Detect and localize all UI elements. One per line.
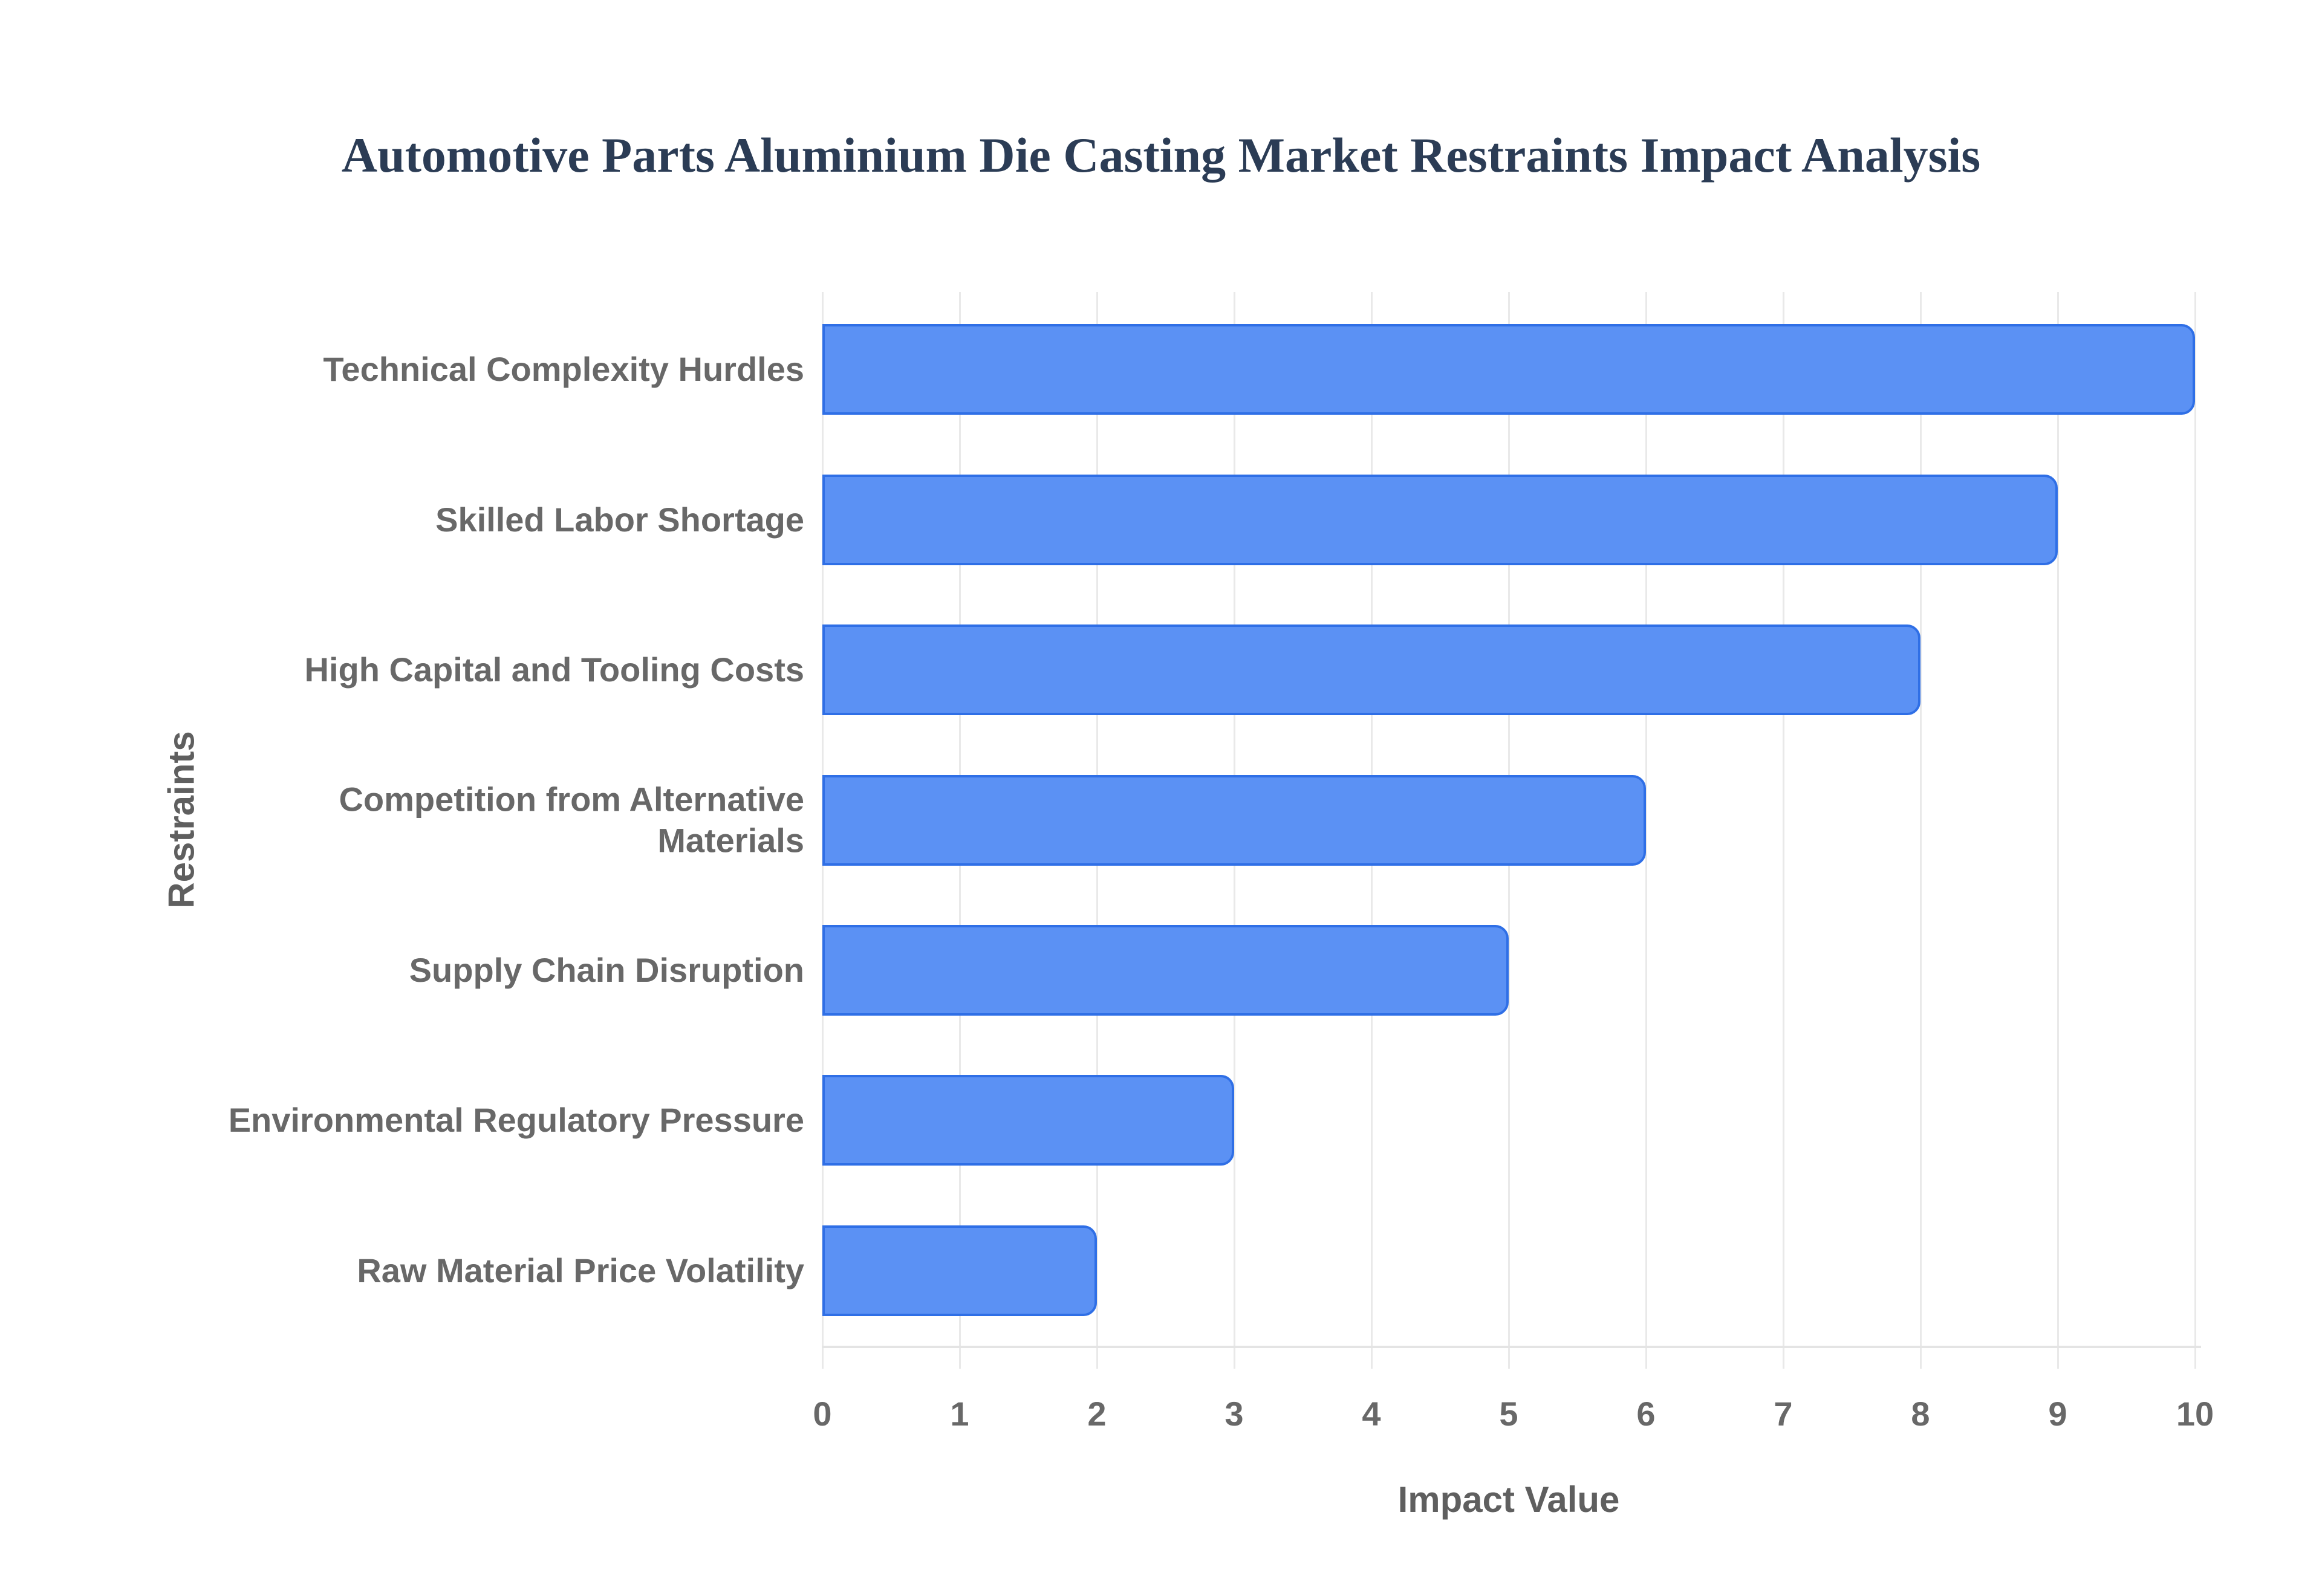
- x-axis-line: [822, 1346, 2201, 1348]
- chart-title: Automotive Parts Aluminium Die Casting M…: [341, 128, 1981, 183]
- x-tick-label: 7: [1774, 1395, 1793, 1433]
- category-label: High Capital and Tooling Costs: [304, 650, 805, 689]
- bar[interactable]: [822, 324, 2195, 415]
- category-label: Supply Chain Disruption: [409, 950, 804, 989]
- category-label: Competition from Alternative Materials: [339, 780, 804, 860]
- category-label: Technical Complexity Hurdles: [323, 350, 804, 389]
- x-tick-label: 6: [1636, 1395, 1656, 1433]
- x-tick-label: 8: [1911, 1395, 1930, 1433]
- bar[interactable]: [822, 1075, 1234, 1166]
- x-axis-title: Impact Value: [1397, 1479, 1620, 1520]
- gridline-x-7: [1782, 292, 1784, 1369]
- bar[interactable]: [822, 624, 1920, 716]
- x-tick-label: 2: [1087, 1395, 1107, 1433]
- x-tick-label: 4: [1362, 1395, 1381, 1433]
- bar[interactable]: [822, 474, 2058, 565]
- x-tick-label: 9: [2048, 1395, 2067, 1433]
- gridline-x-10: [2194, 292, 2196, 1369]
- x-tick-label: 3: [1224, 1395, 1244, 1433]
- x-tick-label: 10: [2176, 1395, 2214, 1433]
- category-label: Skilled Labor Shortage: [435, 500, 804, 539]
- y-axis-title: Restraints: [161, 731, 202, 909]
- bar[interactable]: [822, 1225, 1097, 1316]
- category-label: Raw Material Price Volatility: [357, 1251, 804, 1289]
- bar[interactable]: [822, 924, 1509, 1016]
- gridline-x-8: [1919, 292, 1922, 1369]
- gridline-x-6: [1645, 292, 1647, 1369]
- x-tick-label: 1: [950, 1395, 969, 1433]
- x-tick-label: 5: [1499, 1395, 1518, 1433]
- bar[interactable]: [822, 774, 1646, 866]
- x-tick-label: 0: [813, 1395, 832, 1433]
- gridline-x-9: [2057, 292, 2059, 1369]
- category-label: Environmental Regulatory Pressure: [228, 1101, 804, 1140]
